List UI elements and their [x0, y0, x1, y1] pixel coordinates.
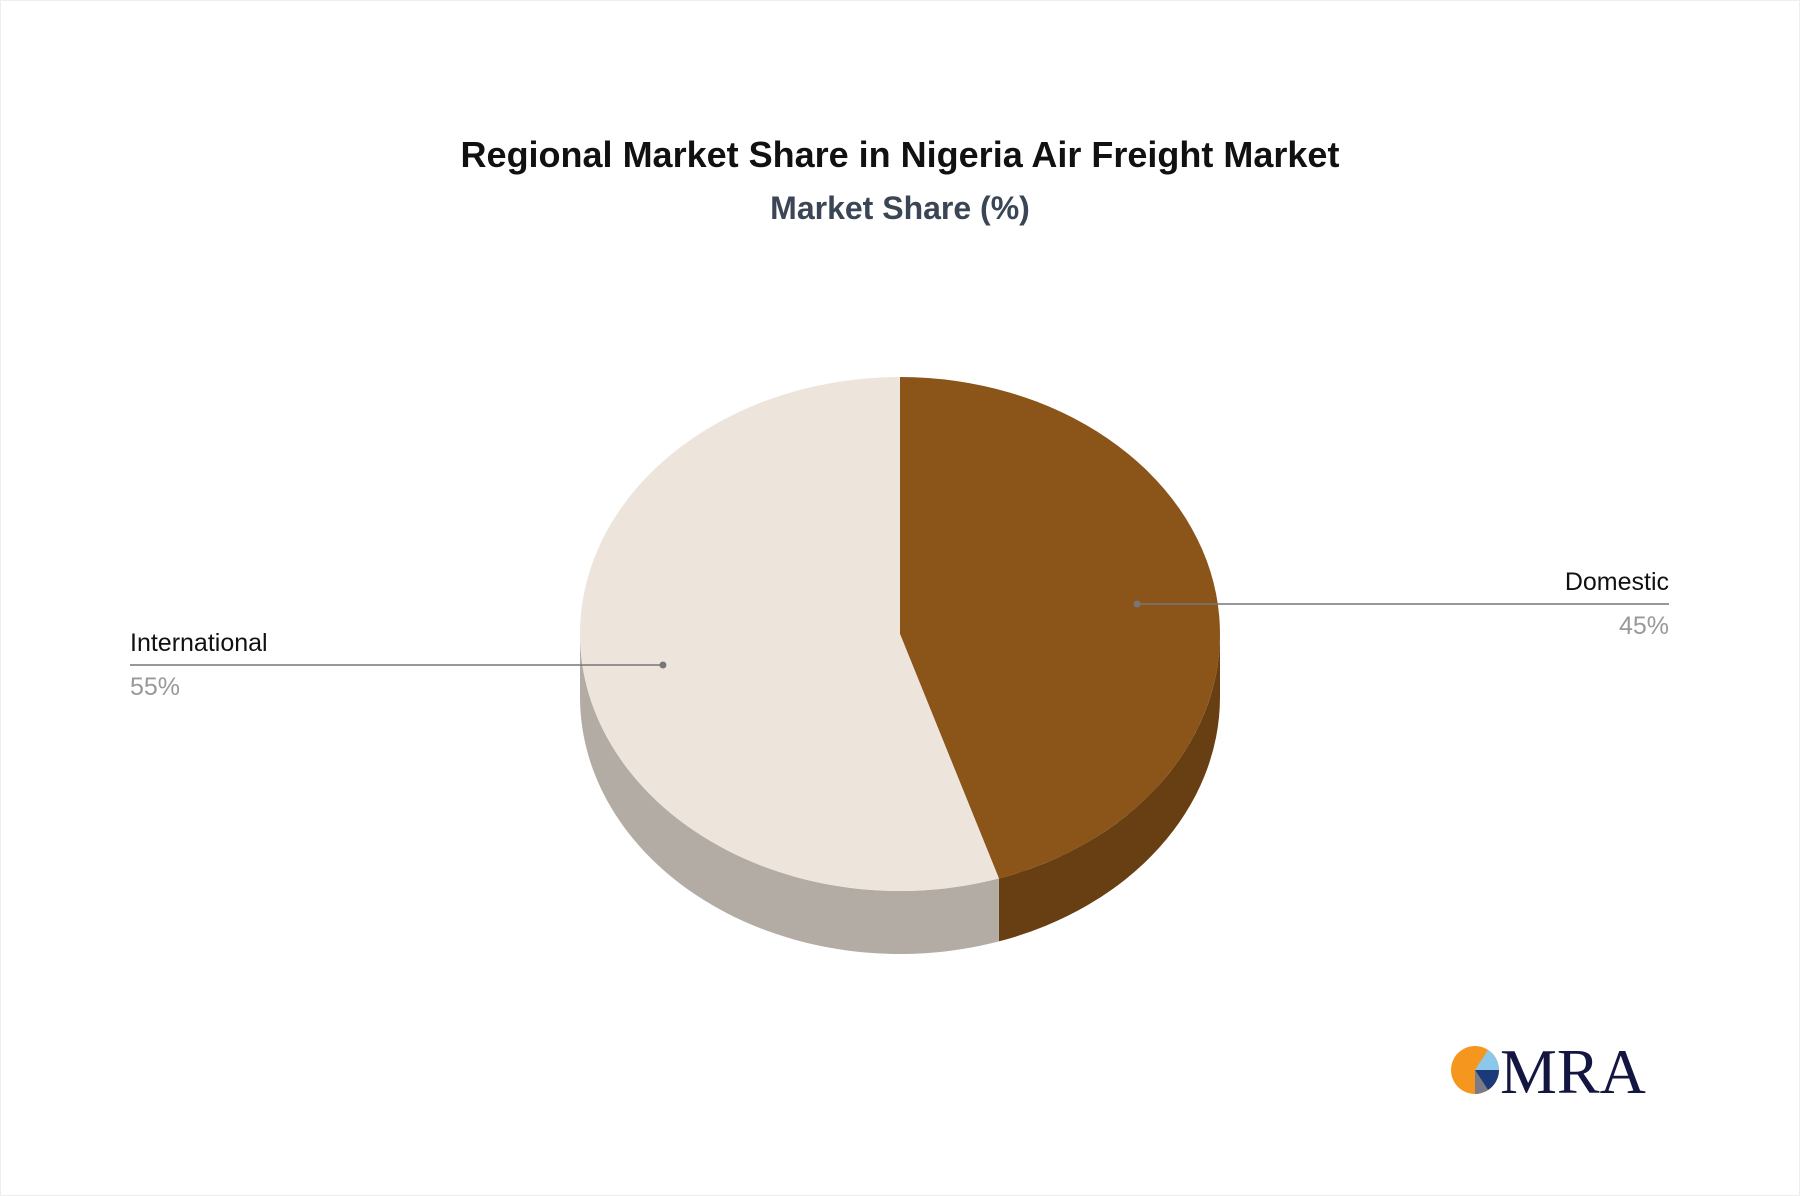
pie-slice-side-domestic: [998, 634, 1220, 942]
chart-title: Regional Market Share in Nigeria Air Fre…: [460, 134, 1340, 175]
slice-value-label: 45%: [1619, 612, 1669, 640]
logo-pie-icon: [1451, 1046, 1499, 1094]
slice-label: International: [130, 629, 268, 657]
slice-label: Domestic: [1565, 568, 1669, 596]
logo-text: MRA: [1500, 1036, 1646, 1107]
pie-slice-side-international: [580, 634, 999, 954]
slice-value-label: 55%: [130, 673, 180, 701]
pie-slice-domestic[interactable]: [900, 377, 1221, 879]
leader-dot: [1133, 600, 1141, 608]
chart-subtitle: Market Share (%): [770, 190, 1030, 226]
leader-dot: [659, 661, 667, 669]
pie-slice-international[interactable]: [580, 377, 999, 891]
